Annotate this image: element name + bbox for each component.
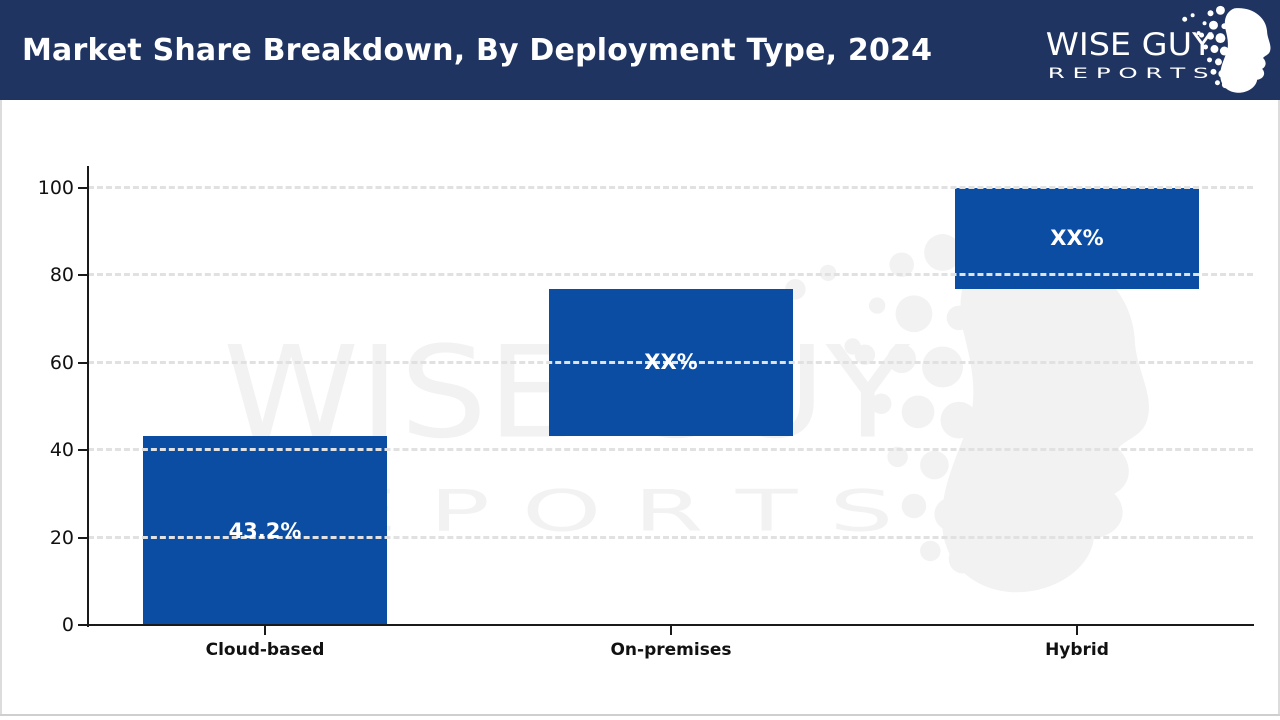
y-tick-mark-20 bbox=[78, 536, 87, 539]
chart-title: Market Share Breakdown, By Deployment Ty… bbox=[22, 32, 933, 68]
y-tick-label-0: 0 bbox=[61, 614, 74, 636]
y-axis-line bbox=[87, 166, 89, 627]
gridline-20 bbox=[88, 535, 1253, 539]
x-tick-mark-on-premises bbox=[670, 626, 672, 635]
x-axis-label-hybrid: Hybrid bbox=[1045, 640, 1109, 660]
gridline-60 bbox=[88, 360, 1253, 364]
y-tick-mark-40 bbox=[78, 449, 87, 452]
y-tick-label-60: 60 bbox=[49, 351, 74, 374]
y-tick-mark-60 bbox=[78, 361, 87, 364]
bar-value-label-cloud-based: 43.2% bbox=[228, 518, 302, 543]
bar-value-label-hybrid: XX% bbox=[1050, 226, 1104, 251]
page-right-border bbox=[1278, 100, 1280, 716]
bar-hybrid bbox=[955, 188, 1199, 289]
x-tick-mark-cloud-based bbox=[264, 626, 266, 635]
y-tick-label-100: 100 bbox=[37, 177, 74, 199]
y-tick-label-80: 80 bbox=[49, 264, 74, 287]
x-axis-label-cloud-based: Cloud-based bbox=[205, 640, 325, 660]
bar-value-label-on-premises: XX% bbox=[644, 350, 698, 375]
gridline-100 bbox=[88, 186, 1253, 189]
gridline-80 bbox=[88, 273, 1253, 277]
y-tick-mark-80 bbox=[78, 274, 87, 277]
x-tick-mark-hybrid bbox=[1076, 626, 1078, 635]
x-axis-label-on-premises: On-premises bbox=[610, 640, 732, 660]
wiseguy-logo bbox=[1018, 5, 1276, 95]
y-tick-label-40: 40 bbox=[49, 439, 74, 462]
x-axis-line bbox=[87, 624, 1254, 626]
y-tick-label-20: 20 bbox=[49, 526, 74, 549]
y-tick-mark-100 bbox=[78, 187, 87, 189]
gridline-40 bbox=[88, 448, 1253, 452]
y-tick-mark-0 bbox=[78, 624, 87, 626]
bar-cloud-based bbox=[143, 436, 387, 625]
page-left-border bbox=[0, 100, 2, 716]
header: Market Share Breakdown, By Deployment Ty… bbox=[0, 0, 1280, 100]
page-bottom-border bbox=[0, 714, 1280, 716]
